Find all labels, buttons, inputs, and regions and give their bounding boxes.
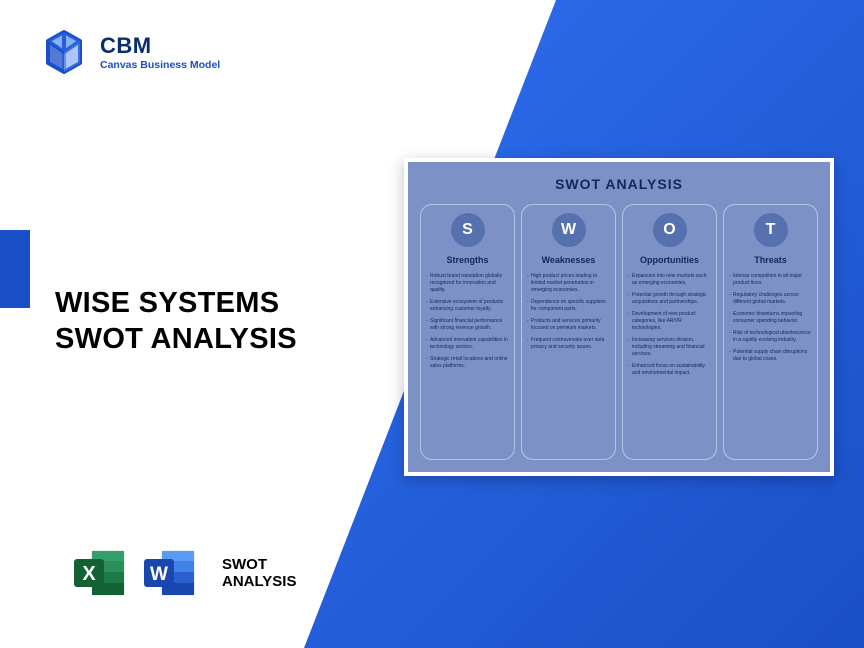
swot-item: Enhanced focus on sustainability and env… <box>628 363 711 377</box>
swot-item: High product prices leading to limited m… <box>527 273 610 294</box>
word-icon: W <box>140 543 200 603</box>
page-title: WISE SYSTEMS SWOT ANALYSIS <box>55 285 297 358</box>
brand-logo: CBM Canvas Business Model <box>40 28 220 76</box>
swot-column-title: Threats <box>754 255 787 265</box>
logo-title: CBM <box>100 33 220 59</box>
swot-letter-badge: W <box>552 213 586 247</box>
file-format-label: SWOT ANALYSIS <box>222 556 296 591</box>
logo-icon <box>40 28 88 76</box>
label-line-1: SWOT <box>222 556 296 573</box>
svg-text:X: X <box>82 563 96 585</box>
swot-item: Economic downturns impacting consumer sp… <box>729 311 812 325</box>
swot-item: Intense competition in all major product… <box>729 273 812 287</box>
swot-item: Expansion into new markets such as emerg… <box>628 273 711 287</box>
swot-column-threats: T Threats Intense competition in all major… <box>723 204 818 460</box>
swot-column-strengths: S Strengths Robust brand reputation global… <box>420 204 515 460</box>
swot-item-list: Intense competition in all major product… <box>729 273 812 368</box>
swot-item: Dependence on specific suppliers for com… <box>527 299 610 313</box>
accent-bar <box>0 230 30 308</box>
swot-item: Frequent controversies over data privacy… <box>527 337 610 351</box>
swot-column-title: Strengths <box>446 255 488 265</box>
swot-card-title: SWOT ANALYSIS <box>420 176 818 192</box>
logo-subtitle: Canvas Business Model <box>100 59 220 71</box>
swot-item: Potential supply chain disruptions due t… <box>729 349 812 363</box>
swot-item-list: Expansion into new markets such as emerg… <box>628 273 711 382</box>
swot-item: Regulatory challenges across different g… <box>729 292 812 306</box>
swot-preview-card: SWOT ANALYSIS S Strengths Robust brand rep… <box>404 158 834 476</box>
swot-item: Products and services primarily focused … <box>527 318 610 332</box>
swot-column-title: Opportunities <box>640 255 699 265</box>
swot-column-title: Weaknesses <box>542 255 596 265</box>
swot-item: Strategic retail locations and online sa… <box>426 356 509 370</box>
swot-column-opportunities: O Opportunities Expansion into new markets… <box>622 204 717 460</box>
excel-icon: X <box>70 543 130 603</box>
swot-item: Increasing services division, including … <box>628 337 711 358</box>
swot-item-list: High product prices leading to limited m… <box>527 273 610 356</box>
swot-letter-badge: S <box>451 213 485 247</box>
heading-line-1: WISE SYSTEMS <box>55 285 297 321</box>
swot-letter-badge: O <box>653 213 687 247</box>
swot-columns: S Strengths Robust brand reputation global… <box>420 204 818 460</box>
swot-item: Significant financial performance with s… <box>426 318 509 332</box>
heading-line-2: SWOT ANALYSIS <box>55 321 297 357</box>
swot-item: Robust brand reputation globally recogni… <box>426 273 509 294</box>
swot-item: Advanced innovation capabilities in tech… <box>426 337 509 351</box>
swot-letter-badge: T <box>754 213 788 247</box>
swot-item: Risk of technological obsolescence in a … <box>729 330 812 344</box>
file-format-row: X W SWOT ANALYSIS <box>70 543 296 603</box>
svg-text:W: W <box>150 564 168 585</box>
swot-item-list: Robust brand reputation globally recogni… <box>426 273 509 375</box>
swot-item: Development of new product categories, l… <box>628 311 711 332</box>
swot-item: Potential growth through strategic acqui… <box>628 292 711 306</box>
swot-item: Extensive ecosystem of products enhancin… <box>426 299 509 313</box>
swot-column-weaknesses: W Weaknesses High product prices leading t… <box>521 204 616 460</box>
label-line-2: ANALYSIS <box>222 573 296 590</box>
